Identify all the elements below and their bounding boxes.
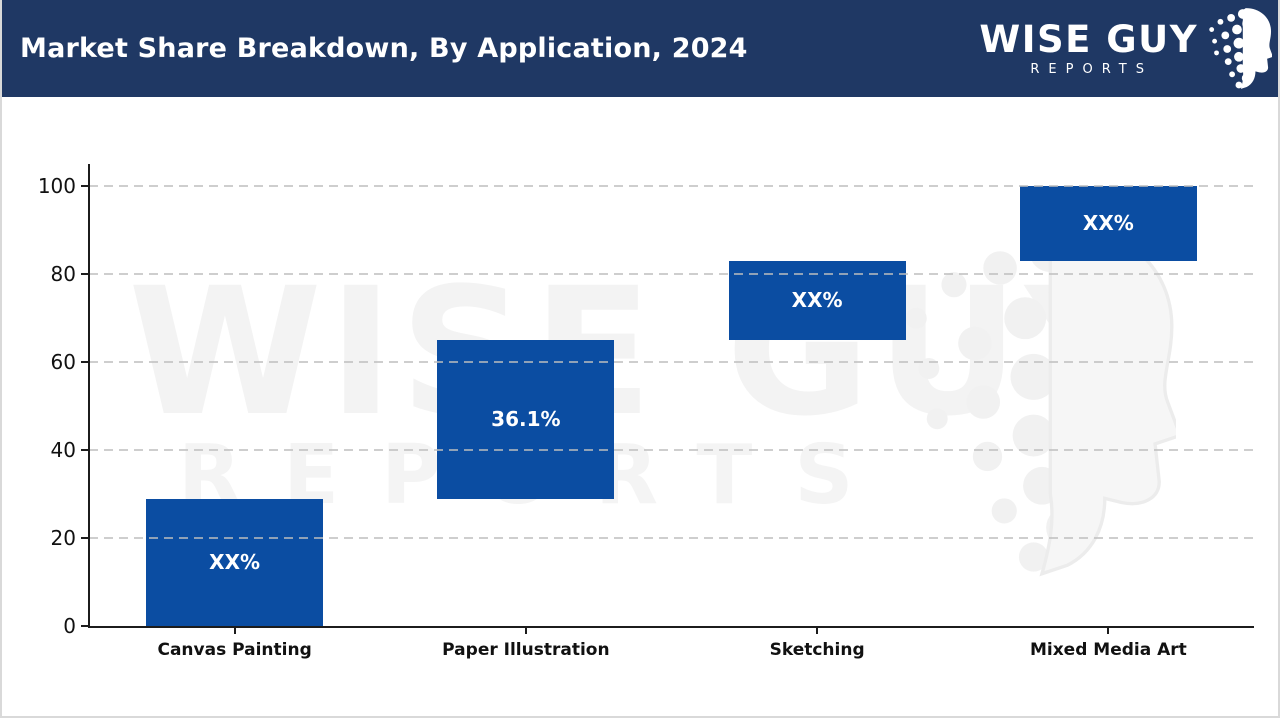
gridline xyxy=(89,537,1254,539)
y-tick-label: 100 xyxy=(37,174,76,198)
header-bar: Market Share Breakdown, By Application, … xyxy=(0,0,1280,97)
x-category-label: Paper Illustration xyxy=(442,640,610,660)
gridline xyxy=(89,361,1254,363)
bar: 36.1% xyxy=(437,340,615,499)
x-category-label: Sketching xyxy=(769,640,865,660)
x-tick-mark xyxy=(524,628,527,634)
y-tick-label: 40 xyxy=(50,438,76,462)
bar-value-label: XX% xyxy=(209,550,261,575)
y-tick-label: 80 xyxy=(50,262,76,286)
gridline xyxy=(89,185,1254,187)
x-axis-line xyxy=(88,626,1254,628)
wiseguy-logo-text: WISE GUY REPORTS xyxy=(979,17,1198,78)
x-tick-mark xyxy=(233,628,236,634)
y-tick-mark xyxy=(81,537,88,539)
logo-sub-label: REPORTS xyxy=(1030,62,1153,78)
logo-name-label: WISE GUY xyxy=(979,17,1198,61)
wiseguy-logo: WISE GUY REPORTS xyxy=(979,5,1272,93)
x-tick-mark xyxy=(1107,628,1110,634)
y-tick-mark xyxy=(81,273,88,275)
bar-value-label: 36.1% xyxy=(491,407,561,432)
y-tick-label: 0 xyxy=(63,614,76,638)
bar: XX% xyxy=(1019,186,1197,261)
y-tick-mark xyxy=(81,361,88,363)
bar: XX% xyxy=(146,498,324,626)
bar-value-label: XX% xyxy=(1082,211,1134,236)
y-tick-mark xyxy=(81,449,88,451)
gridline xyxy=(89,273,1254,275)
wiseguy-head-icon xyxy=(1209,8,1272,89)
y-tick-mark xyxy=(81,185,88,187)
y-tick-mark xyxy=(81,625,88,627)
bar-value-label: XX% xyxy=(791,288,843,313)
x-tick-mark xyxy=(816,628,819,634)
y-axis-line xyxy=(88,164,90,628)
page-title: Market Share Breakdown, By Application, … xyxy=(20,33,748,64)
gridline xyxy=(89,449,1254,451)
y-tick-label: 60 xyxy=(50,350,76,374)
y-tick-label: 20 xyxy=(50,526,76,550)
x-category-label: Canvas Painting xyxy=(157,640,312,660)
x-category-label: Mixed Media Art xyxy=(1029,640,1187,660)
